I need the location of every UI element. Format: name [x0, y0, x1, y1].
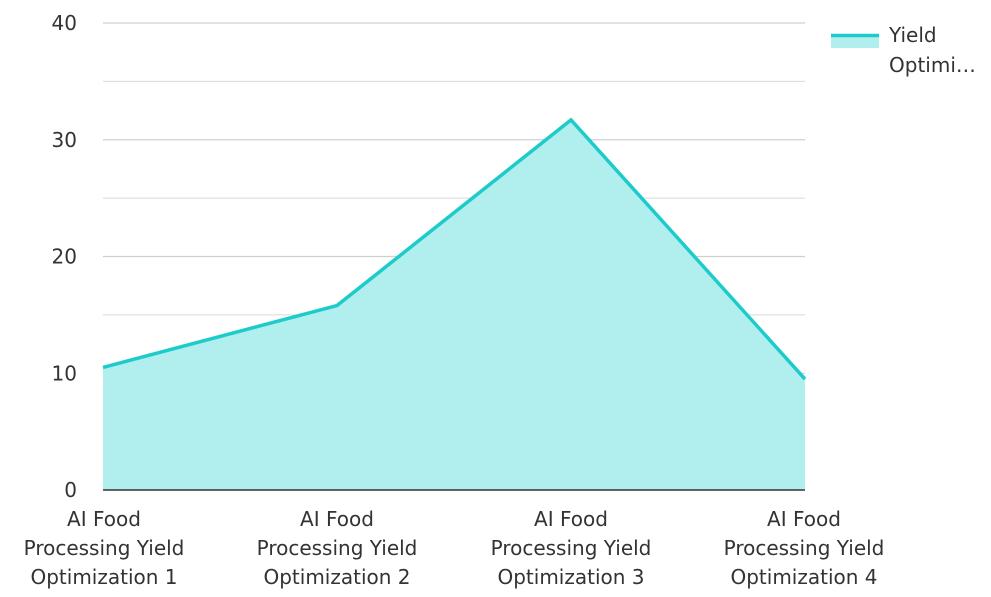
- series-area-fill: [103, 119, 805, 490]
- x-category-label: AI Food Processing Yield Optimization 1: [24, 507, 185, 589]
- x-category-label: AI Food Processing Yield Optimization 3: [491, 507, 652, 589]
- legend: Yield Optimi…: [831, 23, 976, 77]
- legend-swatch-fill: [831, 34, 879, 48]
- y-tick-label: 0: [64, 478, 77, 502]
- x-category-label: AI Food Processing Yield Optimization 2: [257, 507, 418, 589]
- area-layer: [102, 117, 807, 490]
- legend-label: Yield Optimi…: [888, 23, 976, 77]
- y-tick-label: 30: [52, 128, 77, 152]
- x-axis-categories: AI Food Processing Yield Optimization 1 AI …: [24, 507, 885, 589]
- y-tick-label: 10: [52, 361, 77, 385]
- series-line: [102, 117, 807, 381]
- y-tick-label: 20: [52, 245, 77, 269]
- y-tick-label: 40: [52, 11, 77, 35]
- x-category-label: AI Food Processing Yield Optimization 4: [724, 507, 885, 589]
- y-axis-ticks: 0 10 20 30 40: [52, 11, 77, 502]
